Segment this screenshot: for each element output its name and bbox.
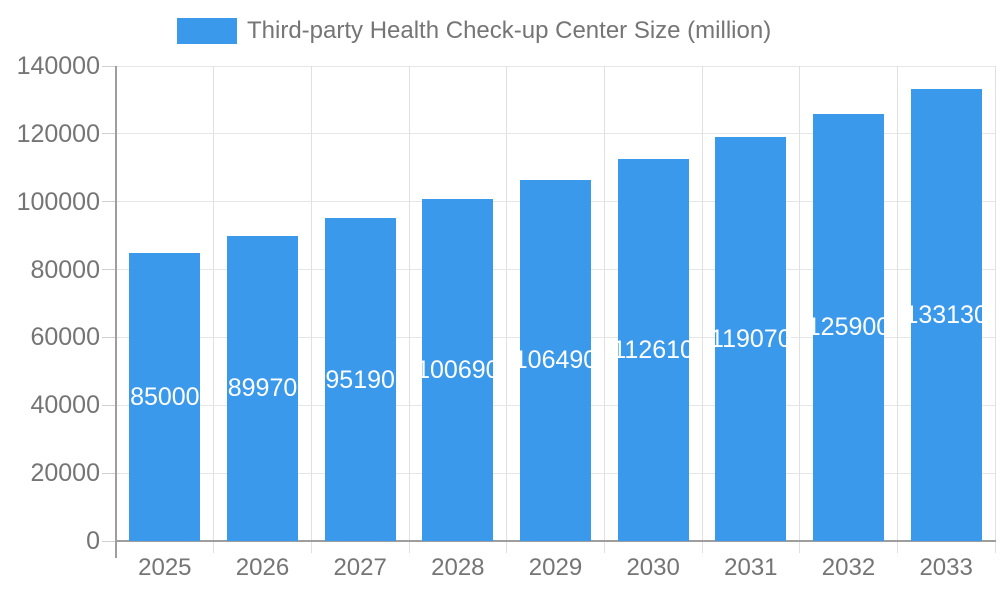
y-axis-tick	[102, 336, 116, 338]
x-axis-line	[116, 540, 996, 542]
x-tick-label: 2032	[821, 554, 876, 581]
x-tick-label: 2028	[431, 554, 485, 581]
v-gridline	[213, 66, 215, 553]
x-tick-label: 2029	[528, 554, 583, 581]
bar-value-label: 133130	[904, 301, 988, 330]
v-gridline	[994, 66, 996, 553]
y-tick-label: 20000	[30, 459, 100, 488]
bar-value-label: 106490	[513, 346, 598, 375]
v-gridline	[506, 66, 508, 553]
y-tick-label: 120000	[16, 119, 100, 148]
v-gridline	[603, 66, 605, 553]
x-tick-label: 2031	[724, 554, 778, 581]
bar[interactable]	[617, 158, 689, 541]
bar[interactable]	[324, 218, 396, 541]
y-axis-tick	[102, 540, 116, 542]
y-axis-tick	[102, 65, 116, 67]
h-gridline	[116, 65, 995, 67]
y-axis-tick	[102, 404, 116, 406]
x-tick-label: 2026	[235, 554, 290, 581]
y-tick-label: 100000	[16, 187, 100, 216]
y-axis-tick	[102, 133, 116, 135]
y-axis-line	[115, 66, 117, 558]
bar[interactable]	[813, 113, 884, 541]
x-tick-label: 2025	[138, 554, 192, 581]
bar-value-label: 89970	[227, 374, 298, 403]
v-gridline	[310, 66, 312, 553]
y-tick-label: 60000	[30, 323, 100, 352]
y-tick-label: 140000	[16, 52, 100, 80]
bar[interactable]	[715, 137, 787, 541]
v-gridline	[799, 66, 801, 553]
y-axis-tick	[102, 269, 116, 271]
bar[interactable]	[422, 199, 494, 541]
bar[interactable]	[227, 235, 298, 541]
v-gridline	[408, 66, 410, 553]
y-tick-label: 40000	[30, 391, 100, 420]
x-tick-label: 2033	[919, 554, 973, 581]
y-axis-tick	[102, 201, 116, 203]
legend-item[interactable]: Third-party Health Check-up Center Size …	[177, 17, 771, 44]
v-gridline	[896, 66, 898, 553]
v-gridline	[701, 66, 703, 553]
legend-label: Third-party Health Check-up Center Size …	[247, 16, 772, 44]
legend-swatch	[177, 17, 237, 44]
y-tick-label: 80000	[30, 255, 100, 284]
bar[interactable]	[129, 252, 201, 541]
bar-value-label: 85000	[130, 382, 200, 411]
bar-value-label: 112610	[612, 335, 694, 364]
h-gridline	[116, 133, 995, 135]
bar-value-label: 95190	[325, 365, 395, 394]
bar[interactable]	[520, 179, 591, 541]
y-axis-tick	[102, 472, 116, 474]
x-tick-label: 2027	[333, 554, 387, 581]
bar-value-label: 100690	[416, 356, 500, 385]
bar[interactable]	[910, 89, 982, 541]
bar-value-label: 119070	[710, 325, 792, 353]
bar-value-label: 125900	[806, 313, 891, 342]
y-tick-label: 0	[86, 527, 100, 555]
x-tick-label: 2030	[626, 554, 680, 581]
